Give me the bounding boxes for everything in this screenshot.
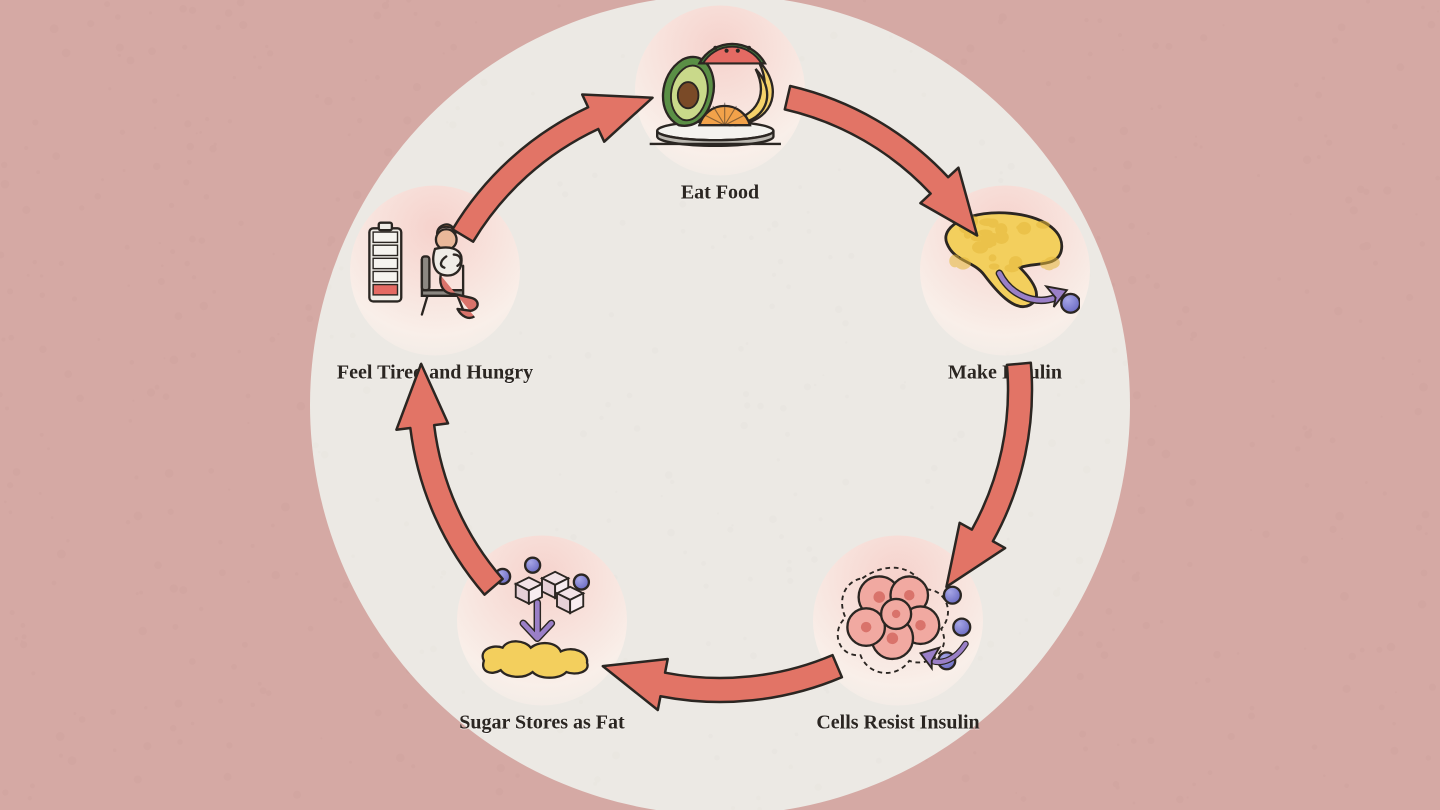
eat-food-icon [645,16,795,166]
node-bubble [457,536,627,706]
cycle-node-cells-resist: Cells Resist Insulin [798,536,998,735]
cycle-node-sugar-fat: Sugar Stores as Fat [442,536,642,735]
diagram-stage: Eat Food Make Insulin Cells Resist Insulin… [0,0,1440,810]
node-label: Make Insulin [905,362,1105,385]
cells-resist-icon [823,546,973,696]
node-bubble: zzz [350,186,520,356]
svg-text:z: z [469,208,474,220]
svg-text:z: z [458,214,464,229]
node-label: Feel Tired and Hungry [335,362,535,385]
cycle-node-tired-hungry: zzzFeel Tired and Hungry [335,186,535,385]
node-label: Eat Food [620,182,820,205]
node-bubble [813,536,983,706]
sugar-fat-icon [467,546,617,696]
node-label: Cells Resist Insulin [798,712,998,735]
svg-text:z: z [480,201,484,211]
node-label: Sugar Stores as Fat [442,712,642,735]
tired-hungry-icon: zzz [360,196,510,346]
make-insulin-icon [930,196,1080,346]
node-bubble [920,186,1090,356]
cycle-node-make-insulin: Make Insulin [905,186,1105,385]
node-bubble [635,6,805,176]
cycle-node-eat-food: Eat Food [620,6,820,205]
